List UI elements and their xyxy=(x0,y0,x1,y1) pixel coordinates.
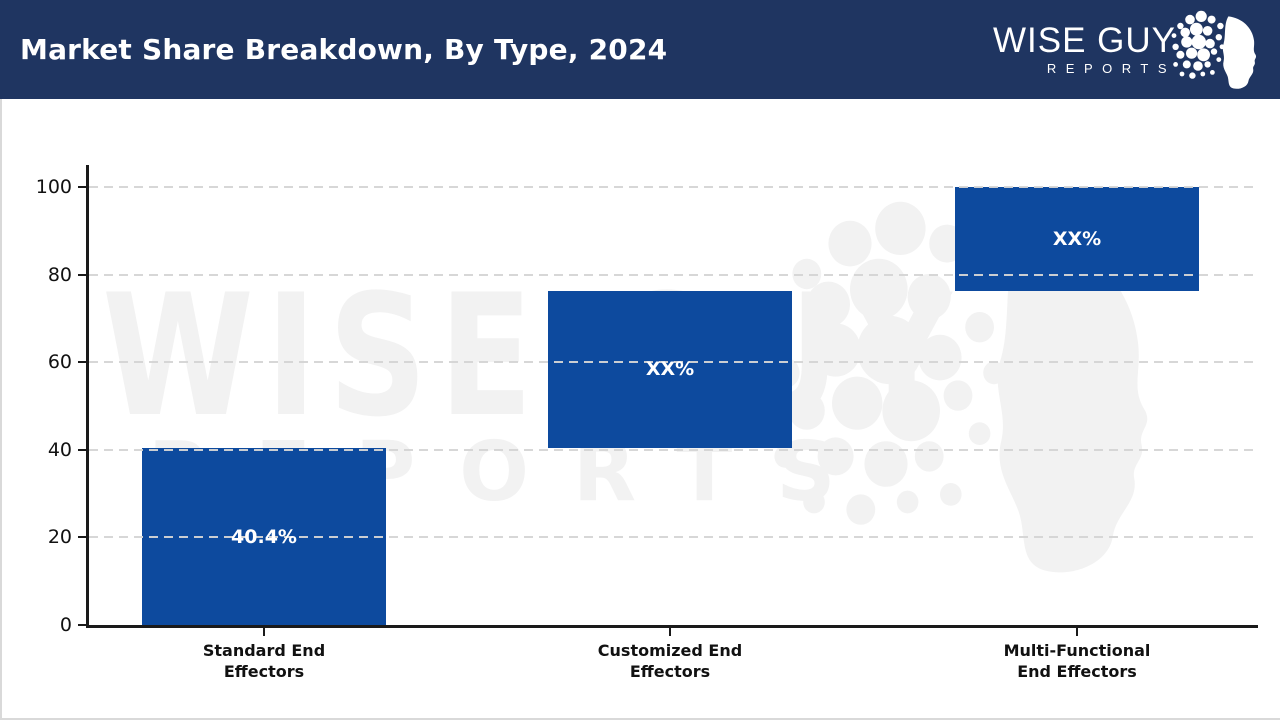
category-label-line: Customized End xyxy=(597,641,743,660)
wise-guy-logo: WISE GUY REPORTS xyxy=(993,9,1262,91)
y-tick-mark xyxy=(78,624,86,626)
x-tick-mark xyxy=(1076,628,1078,636)
y-axis-tick-label: 80 xyxy=(47,263,72,286)
bar-value-label: 40.4% xyxy=(231,525,297,548)
y-axis-tick-label: 0 xyxy=(59,614,72,636)
bar-value-label: XX% xyxy=(645,358,695,381)
logo-name: WISE GUY xyxy=(992,21,1176,61)
category-label: Standard End Effectors xyxy=(124,640,404,682)
gridline-y-80 xyxy=(89,273,1255,276)
category-label: Multi-Functional End Effectors xyxy=(937,640,1217,682)
x-tick-mark xyxy=(669,628,671,636)
y-axis-tick-label: 40 xyxy=(47,438,72,461)
category-label-line: Effectors xyxy=(223,662,305,681)
gridline-y-20 xyxy=(89,536,1255,539)
category-label-line: Effectors xyxy=(629,662,711,681)
bar-segment xyxy=(955,187,1199,291)
gridline-y-60 xyxy=(89,361,1255,364)
y-axis-line xyxy=(86,165,89,628)
bar-segment xyxy=(548,290,792,449)
y-tick-mark xyxy=(78,536,86,539)
y-tick-mark xyxy=(78,361,86,364)
page-title: Market Share Breakdown, By Type, 2024 xyxy=(20,33,668,66)
gridline-y-100 xyxy=(89,186,1255,188)
category-label-line: Standard End xyxy=(202,641,326,660)
y-tick-mark xyxy=(78,186,86,188)
y-axis-tick-label: 100 xyxy=(35,176,72,198)
logo-subname: REPORTS xyxy=(1046,60,1176,76)
gridline-y-40 xyxy=(89,448,1255,451)
category-label-line: Multi-Functional xyxy=(1003,641,1151,660)
y-axis-tick-label: 60 xyxy=(47,351,72,374)
category-label-line: End Effectors xyxy=(1017,662,1137,681)
y-tick-mark xyxy=(78,448,86,451)
x-tick-mark xyxy=(263,628,265,636)
y-tick-mark xyxy=(78,273,86,276)
bar-value-label: XX% xyxy=(1052,227,1102,250)
header-bar: Market Share Breakdown, By Type, 2024 WI… xyxy=(0,0,1280,99)
y-axis-tick-label: 20 xyxy=(47,526,72,549)
x-axis-line xyxy=(86,625,1258,628)
dotted-face-icon xyxy=(1171,10,1257,89)
logo-text: WISE GUY REPORTS xyxy=(992,21,1176,76)
category-label: Customized End Effectors xyxy=(530,640,810,682)
